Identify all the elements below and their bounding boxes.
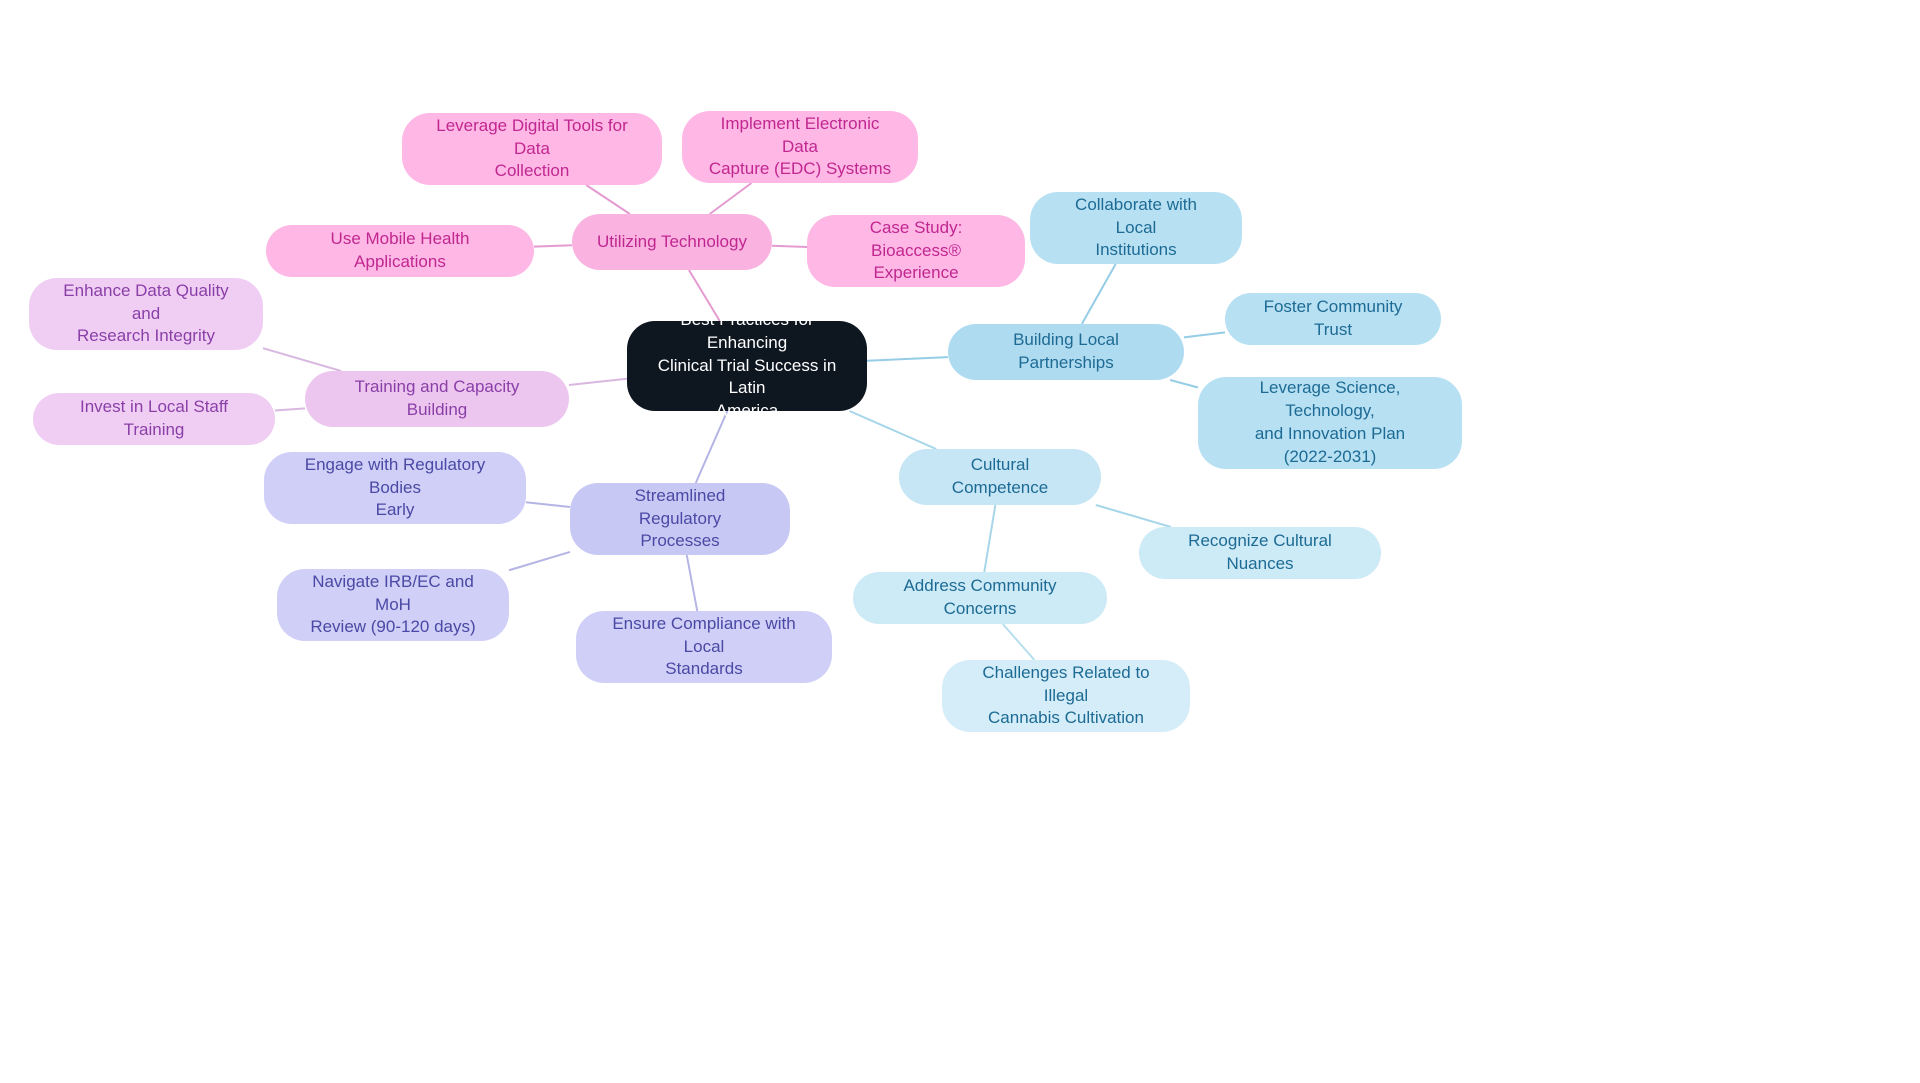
edge-part-part_collab xyxy=(1082,264,1116,324)
edge-part-part_plan xyxy=(1170,380,1198,388)
node-part: Building Local Partnerships xyxy=(948,324,1184,380)
node-tech: Utilizing Technology xyxy=(572,214,772,270)
node-train: Training and Capacity Building xyxy=(305,371,569,427)
node-reg_comply: Ensure Compliance with Local Standards xyxy=(576,611,832,683)
node-reg_engage: Engage with Regulatory Bodies Early xyxy=(264,452,526,524)
node-tech_digital: Leverage Digital Tools for Data Collecti… xyxy=(402,113,662,185)
edge-cult-cult_concern xyxy=(984,505,995,572)
node-cult_concern: Address Community Concerns xyxy=(853,572,1107,624)
node-reg: Streamlined Regulatory Processes xyxy=(570,483,790,555)
edge-layer xyxy=(0,0,1920,1083)
node-part_plan: Leverage Science, Technology, and Innova… xyxy=(1198,377,1462,469)
edge-reg-reg_engage xyxy=(526,502,570,507)
edge-part-part_trust xyxy=(1184,332,1225,337)
edge-train-train_quality xyxy=(263,348,341,371)
edge-reg-reg_comply xyxy=(687,555,698,611)
node-cult_nuance: Recognize Cultural Nuances xyxy=(1139,527,1381,579)
node-part_trust: Foster Community Trust xyxy=(1225,293,1441,345)
edge-root-cult xyxy=(850,411,937,449)
node-tech_case: Case Study: Bioaccess® Experience xyxy=(807,215,1025,287)
node-cult_cannabis: Challenges Related to Illegal Cannabis C… xyxy=(942,660,1190,732)
edge-tech-tech_case xyxy=(772,246,807,247)
node-reg_irb: Navigate IRB/EC and MoH Review (90-120 d… xyxy=(277,569,509,641)
node-root: Best Practices for Enhancing Clinical Tr… xyxy=(627,321,867,411)
mindmap-canvas: Best Practices for Enhancing Clinical Tr… xyxy=(0,0,1920,1083)
node-train_quality: Enhance Data Quality and Research Integr… xyxy=(29,278,263,350)
node-tech_edc: Implement Electronic Data Capture (EDC) … xyxy=(682,111,918,183)
node-train_invest: Invest in Local Staff Training xyxy=(33,393,275,445)
node-tech_mobile: Use Mobile Health Applications xyxy=(266,225,534,277)
node-part_collab: Collaborate with Local Institutions xyxy=(1030,192,1242,264)
edge-root-part xyxy=(867,357,948,361)
edge-reg-reg_irb xyxy=(509,552,570,570)
edge-tech-tech_edc xyxy=(710,183,752,214)
edge-cult-cult_nuance xyxy=(1096,505,1171,527)
node-cult: Cultural Competence xyxy=(899,449,1101,505)
edge-tech-tech_mobile xyxy=(534,245,572,246)
edge-tech-tech_digital xyxy=(586,185,630,214)
edge-root-train xyxy=(569,379,627,385)
edge-cult_concern-cult_cannabis xyxy=(1003,624,1035,660)
edge-train-train_invest xyxy=(275,408,305,410)
